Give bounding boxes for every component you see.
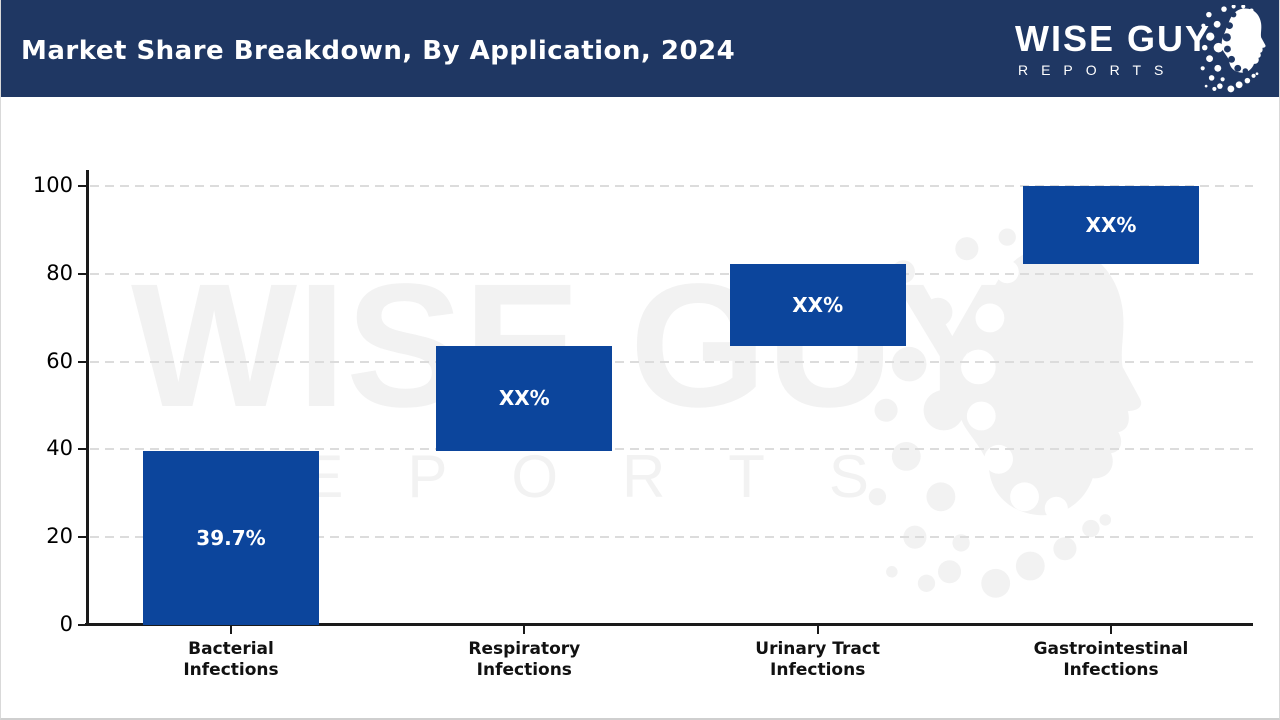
gridline bbox=[90, 185, 1253, 187]
y-axis-label: 100 bbox=[32, 173, 73, 197]
x-axis-tick bbox=[523, 626, 526, 634]
x-axis-label: Gastrointestinal Infections bbox=[981, 639, 1241, 681]
x-axis-label-line: Infections bbox=[476, 660, 572, 680]
x-axis-label-line: Urinary Tract bbox=[755, 639, 881, 659]
y-axis-tick bbox=[78, 536, 87, 539]
gridline bbox=[90, 536, 1253, 539]
y-axis-label: 60 bbox=[46, 348, 73, 373]
x-axis-label: Urinary Tract Infections bbox=[688, 639, 948, 681]
x-axis-tick bbox=[230, 626, 232, 634]
x-axis-label-line: Infections bbox=[1063, 660, 1159, 680]
x-axis-tick bbox=[1110, 626, 1112, 634]
bar-value-label: XX% bbox=[498, 386, 550, 411]
bar-value-label: XX% bbox=[792, 292, 844, 317]
x-axis-tick bbox=[816, 626, 819, 634]
y-axis-tick bbox=[78, 448, 87, 451]
gridline bbox=[90, 448, 1253, 451]
x-axis-label-line: Bacterial bbox=[188, 639, 274, 659]
x-axis-label-line: Infections bbox=[770, 660, 866, 680]
wiseguy-logo-name: WISE GUY bbox=[1014, 17, 1211, 59]
x-axis-label-line: Infections bbox=[183, 660, 279, 680]
y-axis-label: 80 bbox=[46, 260, 73, 285]
wiseguy-face-watermark-icon bbox=[863, 220, 1163, 612]
wiseguy-face-icon bbox=[1199, 4, 1271, 93]
header-bar: Market Share Breakdown, By Application, … bbox=[1, 0, 1279, 97]
x-axis-label-line: Respiratory bbox=[468, 639, 581, 659]
wiseguy-logo-sub: REPORTS bbox=[1017, 61, 1177, 78]
y-axis-tick bbox=[78, 185, 87, 187]
y-axis-line bbox=[86, 170, 89, 624]
y-axis-label: 20 bbox=[46, 524, 73, 549]
y-axis-tick bbox=[78, 624, 87, 626]
bar bbox=[729, 263, 906, 346]
y-axis-tick bbox=[78, 360, 87, 363]
y-axis-label: 40 bbox=[46, 436, 73, 461]
gridline bbox=[90, 272, 1253, 275]
bar-value-label: XX% bbox=[1085, 212, 1137, 237]
x-axis-label: Bacterial Infections bbox=[101, 639, 361, 681]
bar-value-label: 39.7% bbox=[196, 525, 266, 550]
waterfall-chart: 0 20 40 60 80 100 39.7% Bacterial Infections XX% R… bbox=[1, 97, 1279, 718]
x-axis-label-line: Gastrointestinal bbox=[1033, 639, 1189, 659]
y-axis-tick bbox=[78, 272, 87, 275]
wiseguy-logo: WISE GUY REPORTS bbox=[1015, 4, 1271, 94]
x-axis-label: Respiratory Infections bbox=[394, 639, 654, 681]
bar bbox=[143, 450, 319, 625]
bar bbox=[436, 345, 613, 451]
page-title: Market Share Breakdown, By Application, … bbox=[21, 36, 736, 66]
gridline bbox=[90, 360, 1253, 363]
bar bbox=[1023, 186, 1199, 264]
wiseguy-logo-text: WISE GUY REPORTS bbox=[1014, 17, 1211, 78]
y-axis-label: 0 bbox=[59, 612, 73, 636]
x-axis-line bbox=[85, 623, 1253, 626]
